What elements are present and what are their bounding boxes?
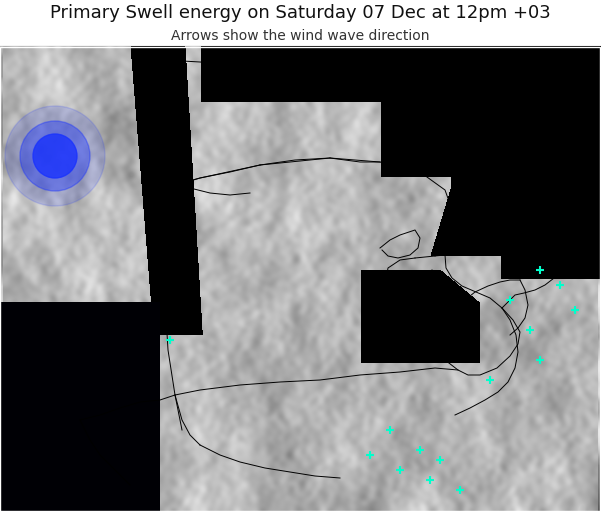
- Text: Arrows show the wind wave direction: Arrows show the wind wave direction: [171, 29, 430, 43]
- Text: Primary Swell energy on Saturday 07 Dec at 12pm +03: Primary Swell energy on Saturday 07 Dec …: [50, 4, 551, 22]
- Circle shape: [33, 134, 77, 178]
- Circle shape: [20, 121, 90, 191]
- Circle shape: [5, 106, 105, 206]
